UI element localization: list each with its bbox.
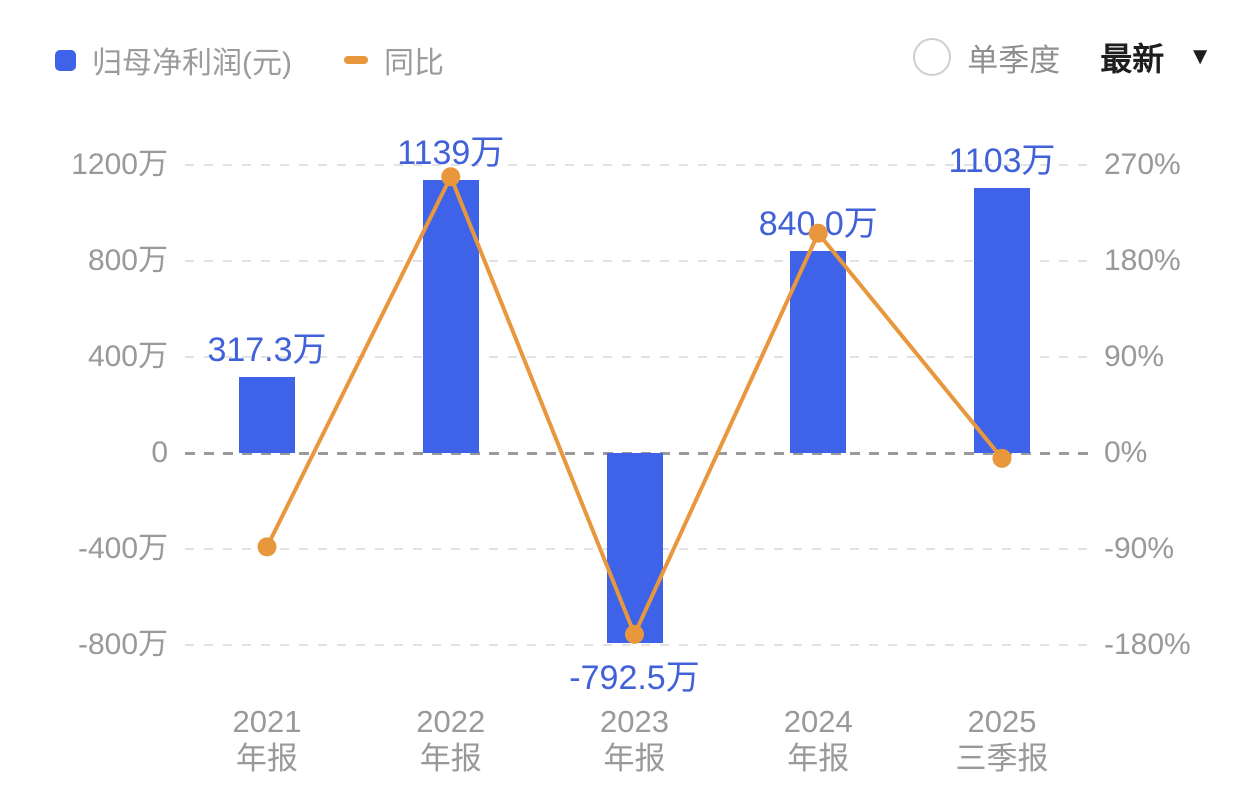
x-label-year: 2025 <box>967 704 1037 739</box>
x-label-period: 年报 <box>603 741 666 776</box>
x-axis-label-2022: 2022 年报 <box>351 703 551 777</box>
x-label-period: 年报 <box>787 741 850 776</box>
bar-value-label: 1139万 <box>397 133 505 172</box>
x-label-period: 年报 <box>419 741 482 776</box>
bar-value-label: 317.3万 <box>207 330 327 369</box>
bar-2021 <box>239 376 295 453</box>
left-axis-tick: -400万 <box>77 532 168 565</box>
left-axis-tick: 0 <box>151 436 168 469</box>
radio-unchecked-icon <box>913 38 952 76</box>
legend-label-net-profit: 归母净利润(元) <box>92 47 292 80</box>
right-axis-tick: -90% <box>1104 532 1175 565</box>
bar-value-label: -792.5万 <box>569 659 700 698</box>
left-axis-tick: 400万 <box>87 340 168 373</box>
right-axis-tick: -180% <box>1104 628 1191 661</box>
legend: 归母净利润(元) 同比 <box>55 38 444 82</box>
x-label-year: 2021 <box>232 704 302 739</box>
x-label-period: 年报 <box>236 741 298 776</box>
bar-value-label: 840.0万 <box>758 205 878 244</box>
bar-2023 <box>606 453 663 644</box>
right-axis-tick: 270% <box>1104 148 1181 181</box>
bar-2025 <box>974 188 1030 453</box>
report-period-value: 最新 <box>1100 41 1165 77</box>
bar-series-swatch-icon <box>55 49 76 71</box>
bar-2022 <box>422 179 479 453</box>
x-label-year: 2023 <box>600 704 669 739</box>
bar-value-label: 1103万 <box>948 142 1056 181</box>
bar-2024 <box>790 251 847 453</box>
gridline <box>185 164 1090 166</box>
left-axis-tick: -800万 <box>77 628 168 661</box>
legend-label-yoy: 同比 <box>383 47 444 80</box>
left-axis-tick: 1200万 <box>71 148 168 181</box>
line-series-swatch-icon <box>343 56 368 64</box>
x-axis-label-2021: 2021 年报 <box>167 703 367 777</box>
right-axis-tick: 0% <box>1104 436 1148 469</box>
single-quarter-label: 单季度 <box>967 42 1061 78</box>
x-axis-label-2023: 2023 年报 <box>535 703 735 777</box>
legend-item-net-profit[interactable]: 归母净利润(元) <box>55 38 292 82</box>
x-axis-label-2024: 2024 年报 <box>718 703 918 777</box>
x-label-year: 2022 <box>416 704 486 739</box>
caret-down-icon: ▼ <box>1188 43 1212 70</box>
chart-controls: 单季度 最新 ▼ <box>913 34 1212 80</box>
right-axis-tick: 180% <box>1104 244 1181 277</box>
left-axis-tick: 800万 <box>87 244 168 277</box>
x-axis-label-2025: 2025 三季报 <box>902 703 1102 777</box>
report-period-dropdown[interactable]: 最新 ▼ <box>1100 34 1212 80</box>
gridline <box>185 260 1090 262</box>
right-axis-tick: 90% <box>1104 340 1165 373</box>
legend-item-yoy[interactable]: 同比 <box>343 38 444 82</box>
gridline <box>185 644 1090 646</box>
yoy-point <box>257 537 277 557</box>
x-label-period: 三季报 <box>955 741 1049 776</box>
single-quarter-radio[interactable]: 单季度 <box>913 35 1060 80</box>
x-label-year: 2024 <box>783 704 853 739</box>
